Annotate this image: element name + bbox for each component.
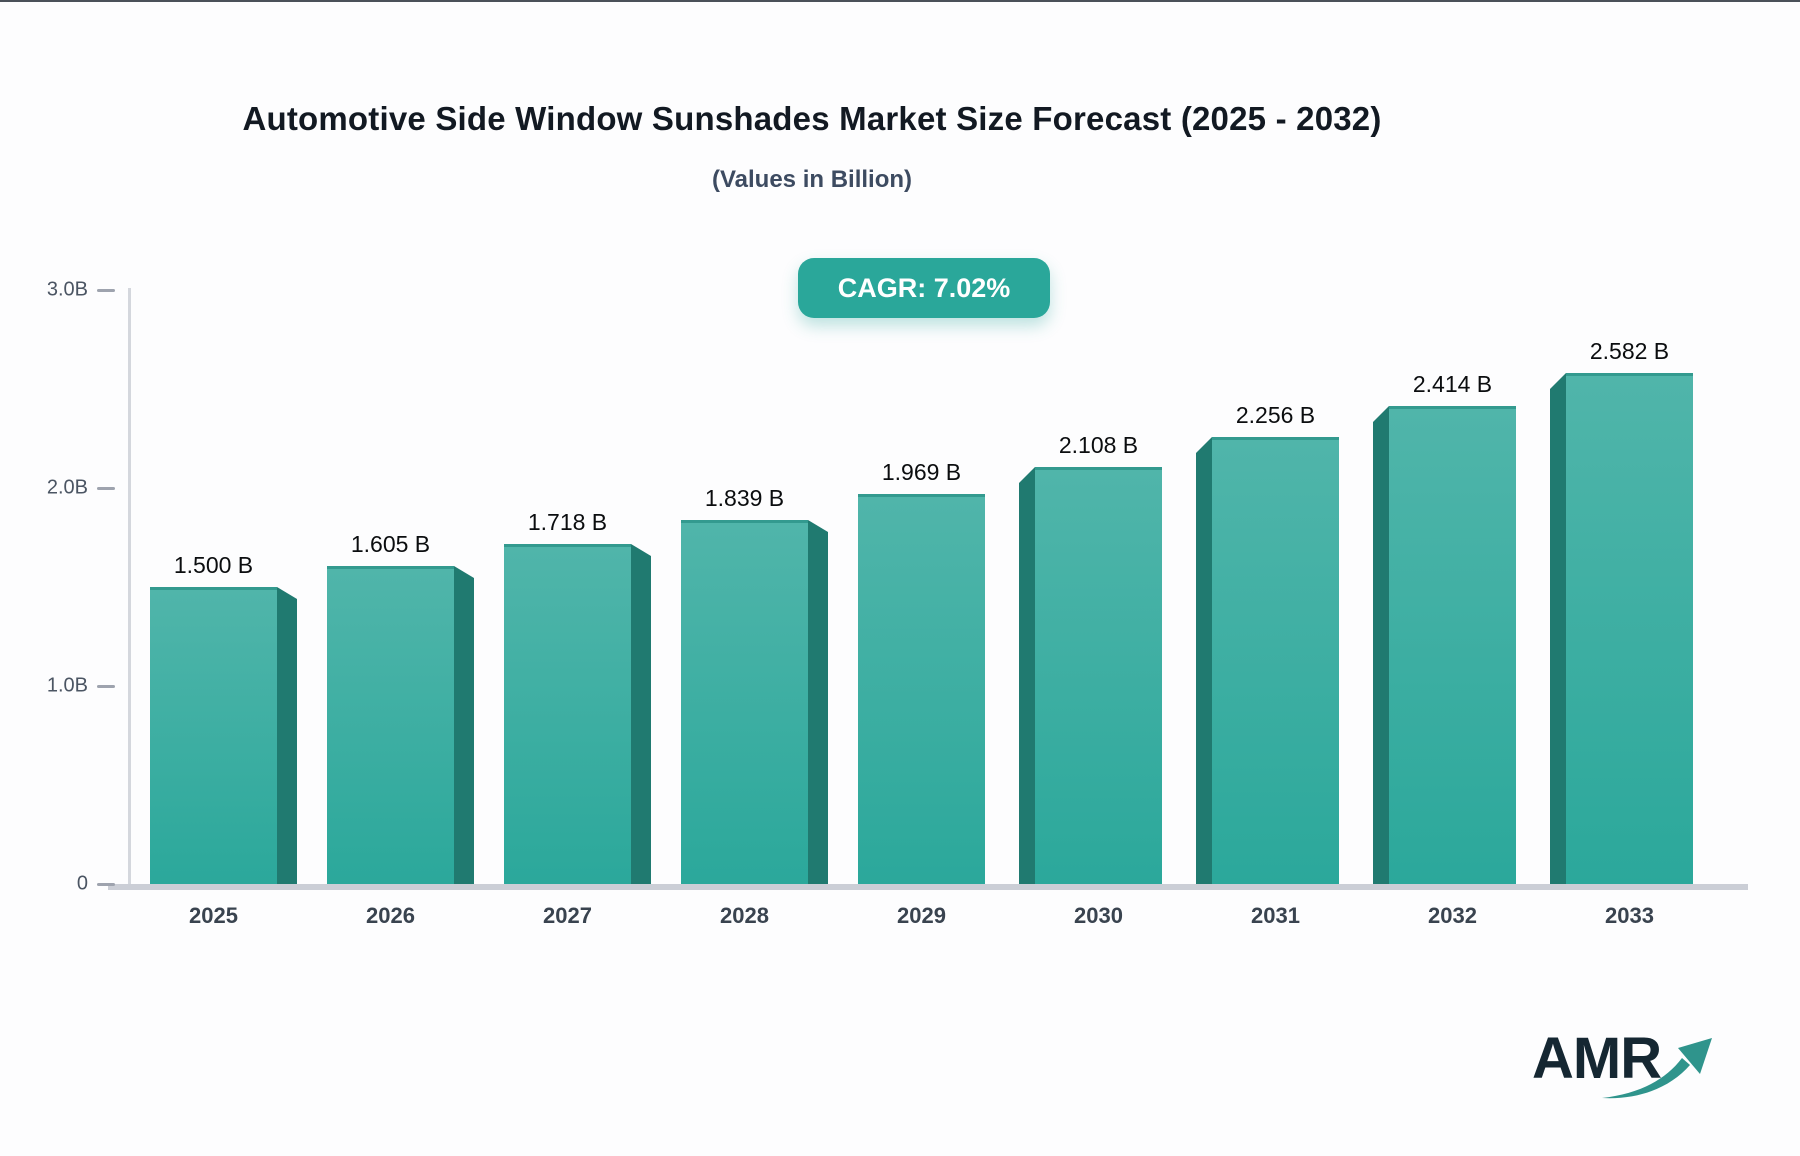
bar-2028: [681, 520, 808, 884]
x-axis-label-2025: 2025: [189, 903, 238, 928]
bar-2029: [858, 494, 985, 884]
x-axis-label-2026: 2026: [366, 903, 415, 928]
bar-2032: [1389, 406, 1516, 884]
bar-value-label-2027: 1.718 B: [527, 509, 608, 535]
x-axis-baseline: [108, 884, 1748, 890]
amr-logo: AMR: [1532, 1030, 1722, 1110]
bar-side-2031: [1196, 437, 1212, 884]
bar-value-label-2029: 1.969 B: [881, 459, 962, 485]
bar-side-2030: [1019, 467, 1035, 884]
x-axis-label-2029: 2029: [897, 903, 946, 928]
y-tick-label-3.0B: 3.0B: [46, 278, 88, 301]
bar-side-2027: [631, 544, 651, 884]
y-tick-mark: [97, 685, 115, 688]
y-tick-label-0: 0: [76, 872, 88, 895]
x-axis-label-2028: 2028: [720, 903, 769, 928]
y-tick-label-2.0B: 2.0B: [46, 476, 88, 499]
bar-side-2028: [808, 520, 828, 884]
bar-side-2033: [1550, 373, 1566, 884]
bar-value-label-2032: 2.414 B: [1412, 371, 1493, 397]
bar-side-2025: [277, 587, 297, 884]
x-axis-label-2032: 2032: [1428, 903, 1477, 928]
bar-2025: [150, 587, 277, 884]
growth-arrow-icon: [1602, 1038, 1712, 1099]
x-axis-label-2033: 2033: [1605, 903, 1654, 928]
bar-value-label-2033: 2.582 B: [1589, 338, 1670, 364]
y-tick-label-1.0B: 1.0B: [46, 674, 88, 697]
y-tick-mark: [97, 487, 115, 490]
bar-value-label-2025: 1.500 B: [173, 552, 254, 578]
bar-value-label-2030: 2.108 B: [1058, 432, 1139, 458]
bar-value-label-2028: 1.839 B: [704, 485, 785, 511]
bar-2031: [1212, 437, 1339, 884]
y-axis-line: [128, 288, 131, 884]
amr-logo-text: AMR: [1532, 1026, 1662, 1091]
chart-subtitle: (Values in Billion): [711, 166, 913, 193]
cagr-badge: CAGR: 7.02%: [798, 258, 1050, 318]
chart-title: Automotive Side Window Sunshades Market …: [242, 100, 1382, 137]
x-axis-label-2030: 2030: [1074, 903, 1123, 928]
y-tick-mark: [97, 883, 115, 886]
bar-side-2026: [454, 566, 474, 884]
bar-2027: [504, 544, 631, 884]
bar-value-label-2031: 2.256 B: [1235, 402, 1316, 428]
top-edge-line: [0, 0, 1800, 2]
y-tick-mark: [97, 289, 115, 292]
bar-2026: [327, 566, 454, 884]
bar-value-label-2026: 1.605 B: [350, 531, 431, 557]
bar-side-2032: [1373, 406, 1389, 884]
bar-2030: [1035, 467, 1162, 884]
x-axis-label-2031: 2031: [1251, 903, 1300, 928]
bar-2033: [1566, 373, 1693, 884]
x-axis-label-2027: 2027: [543, 903, 592, 928]
